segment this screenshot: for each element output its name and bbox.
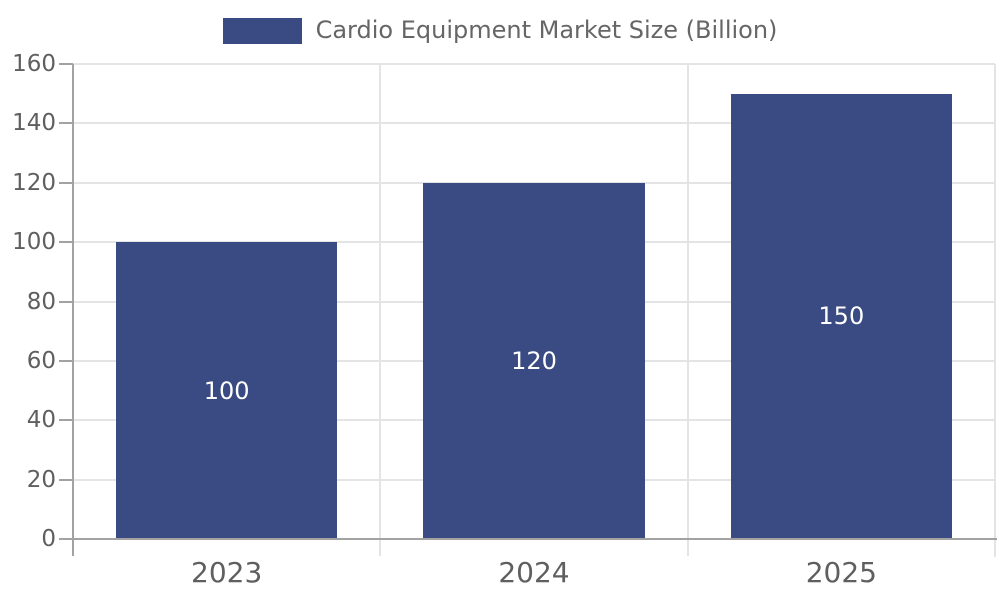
- x-tick-label: 2025: [805, 556, 877, 589]
- y-tick-mark: [59, 359, 73, 362]
- y-tick-label: 100: [12, 229, 56, 256]
- y-tick-mark: [59, 122, 73, 125]
- gridline-horizontal: [73, 63, 995, 65]
- bar: 120: [423, 182, 645, 539]
- y-tick-label: 80: [26, 288, 56, 315]
- y-tick-label: 140: [12, 110, 56, 137]
- bar-value-label: 100: [203, 376, 250, 405]
- x-tick-label: 2024: [498, 556, 570, 589]
- bar-value-label: 150: [818, 302, 865, 331]
- x-tick-label: 2023: [191, 556, 263, 589]
- y-tick-label: 20: [26, 466, 56, 493]
- y-tick-label: 40: [26, 407, 56, 434]
- y-tick-label: 120: [12, 169, 56, 196]
- y-tick-mark: [59, 419, 73, 422]
- bar: 150: [730, 93, 952, 539]
- y-tick-label: 60: [26, 347, 56, 374]
- gridline-vertical: [379, 64, 382, 556]
- y-tick-mark: [59, 300, 73, 303]
- bar: 100: [116, 242, 338, 539]
- y-tick-mark: [59, 241, 73, 244]
- bar-value-label: 120: [511, 346, 557, 375]
- y-tick-mark: [59, 63, 73, 65]
- gridline-vertical: [686, 64, 689, 556]
- y-tick-label: 0: [41, 526, 56, 552]
- y-tick-label: 160: [12, 51, 56, 77]
- plot-border-right: [994, 64, 996, 557]
- y-tick-mark: [59, 538, 73, 540]
- y-tick-mark: [59, 181, 73, 184]
- legend-swatch: [222, 17, 302, 44]
- y-tick-mark: [59, 478, 73, 481]
- plot-area: 100 120 150: [73, 63, 995, 556]
- gridline-horizontal: [73, 122, 995, 125]
- chart-legend: Cardio Equipment Market Size (Billion): [0, 17, 1000, 44]
- x-axis-line: [59, 538, 997, 540]
- y-axis-line: [72, 64, 74, 556]
- legend-label: Cardio Equipment Market Size (Billion): [315, 16, 778, 44]
